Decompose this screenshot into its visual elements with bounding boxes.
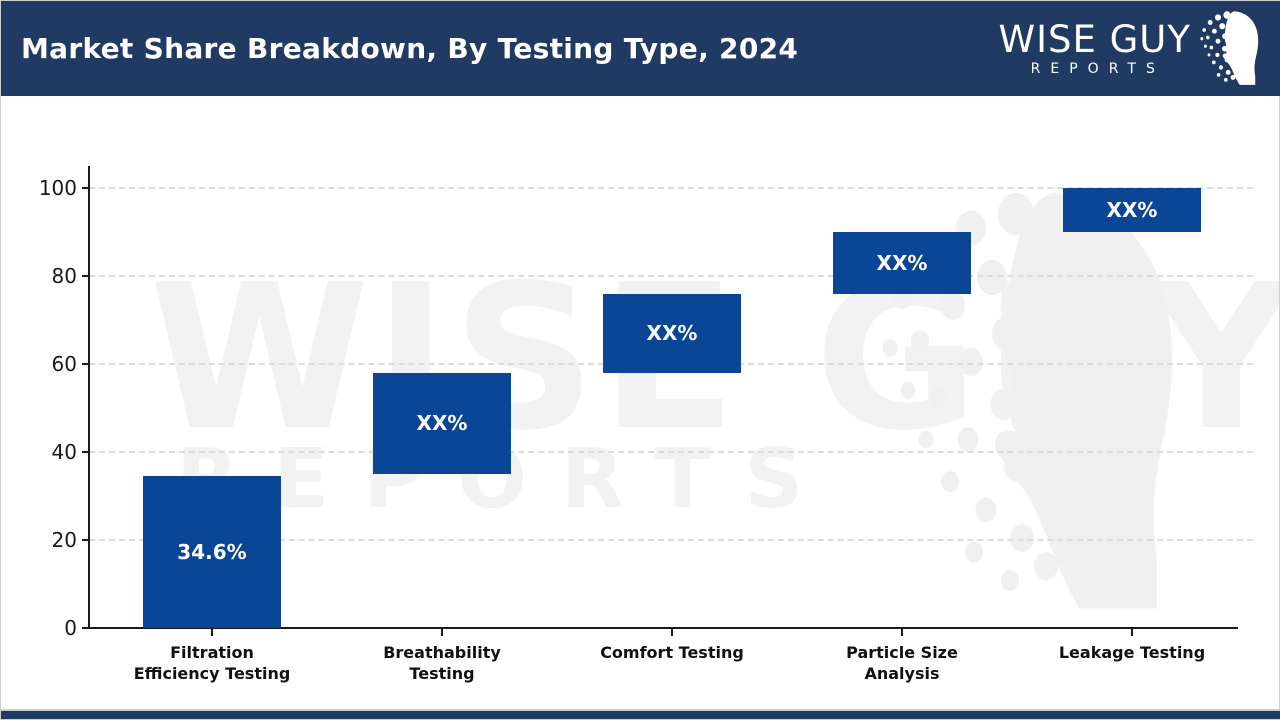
page-title: Market Share Breakdown, By Testing Type,… xyxy=(21,32,799,65)
logo-subtitle: REPORTS xyxy=(1030,61,1165,77)
y-tick-80 xyxy=(82,275,89,277)
x-axis-line xyxy=(88,627,1238,629)
y-tick-20 xyxy=(82,539,89,541)
footer-bar xyxy=(1,709,1280,719)
bar-segment-4: XX% xyxy=(833,232,971,294)
y-axis-line xyxy=(88,166,90,629)
y-tick-label-80: 80 xyxy=(51,264,77,288)
y-tick-label-100: 100 xyxy=(38,176,77,200)
gridline-80 xyxy=(89,275,1253,277)
y-tick-label-20: 20 xyxy=(51,528,77,552)
bar-value-label: XX% xyxy=(646,321,698,346)
bar-segment-2: XX% xyxy=(373,372,511,474)
y-tick-60 xyxy=(82,363,89,365)
x-category-label-5: Leakage Testing xyxy=(1058,643,1206,662)
x-tick-5 xyxy=(1131,629,1133,636)
logo-wordmark: WISE GUY xyxy=(998,18,1191,61)
x-tick-4 xyxy=(901,629,903,636)
x-category-label-4: Particle Size Analysis xyxy=(846,643,958,684)
y-tick-100 xyxy=(82,187,89,189)
bar-value-label: XX% xyxy=(1106,198,1158,222)
y-tick-0 xyxy=(82,627,89,629)
x-tick-2 xyxy=(441,629,443,636)
x-category-label-2: Breathability Testing xyxy=(383,643,501,684)
logo-head-icon xyxy=(1200,10,1259,85)
bar-value-label: 34.6% xyxy=(177,539,247,564)
x-tick-1 xyxy=(211,629,213,636)
y-tick-label-0: 0 xyxy=(64,616,77,640)
gridline-40 xyxy=(89,451,1253,453)
logo-text: WISE GUY REPORTS xyxy=(999,21,1191,76)
y-tick-label-60: 60 xyxy=(51,352,77,376)
wise-guy-reports-logo: WISE GUY REPORTS xyxy=(999,10,1263,88)
x-category-label-3: Comfort Testing xyxy=(600,643,744,662)
gridline-100 xyxy=(89,187,1253,189)
y-tick-40 xyxy=(82,451,89,453)
x-tick-3 xyxy=(671,629,673,636)
gridline-20 xyxy=(89,539,1253,541)
x-category-label-1: Filtration Efficiency Testing xyxy=(133,643,291,684)
bar-value-label: XX% xyxy=(416,411,468,436)
bar-segment-3: XX% xyxy=(603,293,741,373)
bar-segment-1: 34.6% xyxy=(143,475,281,628)
y-tick-label-40: 40 xyxy=(51,440,77,464)
bar-segment-5: XX% xyxy=(1063,188,1201,232)
bar-value-label: XX% xyxy=(876,250,928,275)
header-bar: Market Share Breakdown, By Testing Type,… xyxy=(1,1,1280,96)
